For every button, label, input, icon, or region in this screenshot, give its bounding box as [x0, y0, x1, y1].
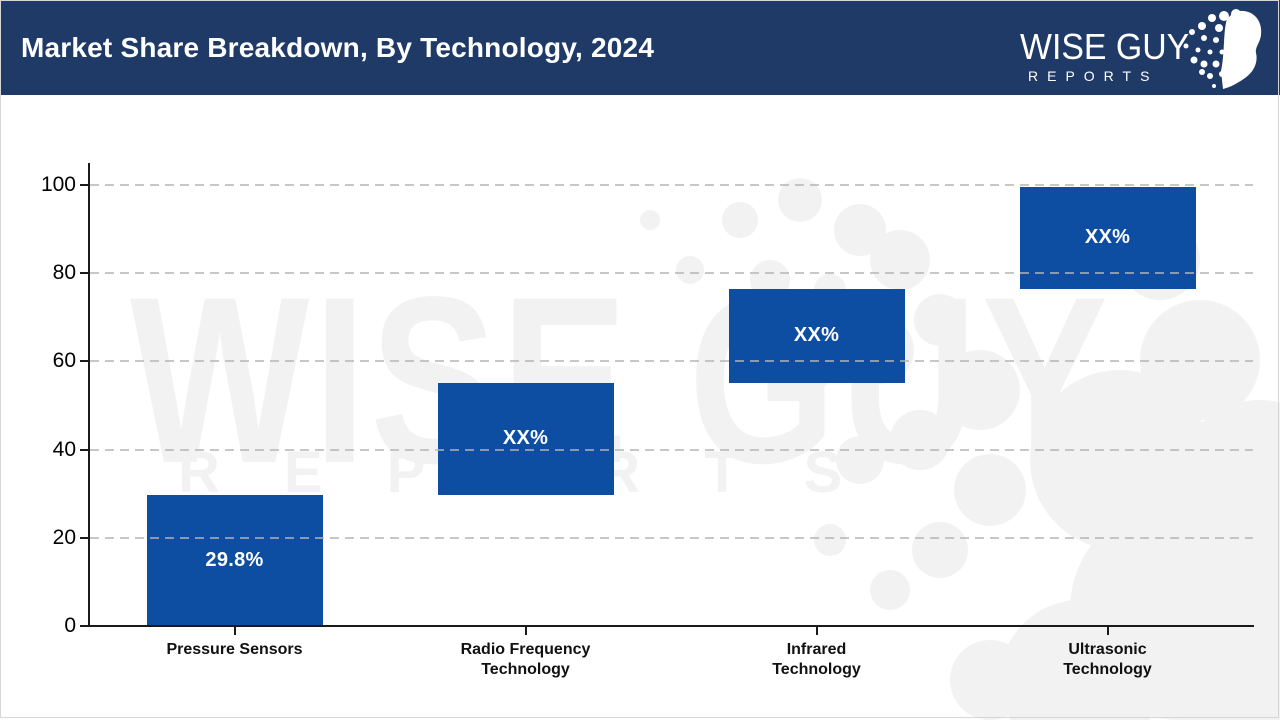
bar-2: XX% — [437, 382, 614, 495]
gridline-80 — [90, 272, 1253, 275]
x-axis-category-label-line: Technology — [772, 661, 861, 678]
page-title: Market Share Breakdown, By Technology, 2… — [21, 31, 655, 63]
x-axis-category-label: Infrared Technology — [697, 640, 937, 680]
y-tick — [80, 184, 88, 186]
gridline-20 — [90, 536, 1253, 539]
x-axis-category-label-line: Infrared — [786, 641, 847, 658]
x-axis-category-label-line: Radio Frequency — [460, 641, 591, 658]
x-axis-category-label: Radio Frequency Technology — [406, 640, 646, 680]
y-tick-label: 100 — [40, 173, 76, 196]
x-axis-category-label-line: Technology — [481, 661, 570, 678]
bar-3: XX% — [728, 288, 905, 383]
y-tick — [80, 536, 88, 539]
x-tick — [524, 627, 527, 635]
x-axis-category-label-line: Technology — [1063, 661, 1152, 678]
x-axis-category-label-line: Ultrasonic — [1068, 641, 1147, 658]
header-bar: Market Share Breakdown, By Technology, 2… — [0, 0, 1280, 95]
y-tick-label: 20 — [52, 525, 76, 549]
x-axis-category-label: Ultrasonic Technology — [988, 640, 1228, 680]
x-tick — [233, 627, 236, 635]
logo-subtext: REPORTS — [1028, 68, 1159, 84]
y-tick — [80, 625, 88, 627]
bar-value-label: XX% — [793, 324, 840, 347]
bar-1: 29.8% — [146, 494, 323, 626]
logo-wordmark-text: WISE GUY — [1020, 26, 1190, 67]
y-tick-label: 60 — [52, 349, 76, 373]
y-tick-label: 0 — [64, 614, 76, 637]
y-tick — [80, 448, 88, 451]
bar-value-label: XX% — [502, 427, 549, 450]
y-tick-label: 40 — [52, 437, 76, 461]
logo-head-dots-icon — [1183, 9, 1262, 89]
x-tick — [815, 627, 818, 635]
x-axis-category-label-line: Pressure Sensors — [166, 641, 303, 658]
brand-logo: WISE GUY REPORTS — [1016, 6, 1266, 90]
y-tick-label: 80 — [52, 261, 76, 285]
y-tick — [80, 272, 88, 275]
y-axis-line — [88, 163, 90, 627]
gridline-60 — [90, 360, 1253, 363]
x-axis-category-label: Pressure Sensors — [115, 640, 355, 660]
y-tick — [80, 360, 88, 363]
bar-value-label: 29.8% — [205, 548, 264, 571]
bar-4: XX% — [1019, 186, 1196, 289]
bar-value-label: XX% — [1084, 226, 1131, 249]
gridline-40 — [90, 448, 1253, 451]
x-axis-line — [88, 625, 1254, 627]
gridline-100 — [90, 184, 1253, 186]
x-tick — [1106, 627, 1109, 635]
